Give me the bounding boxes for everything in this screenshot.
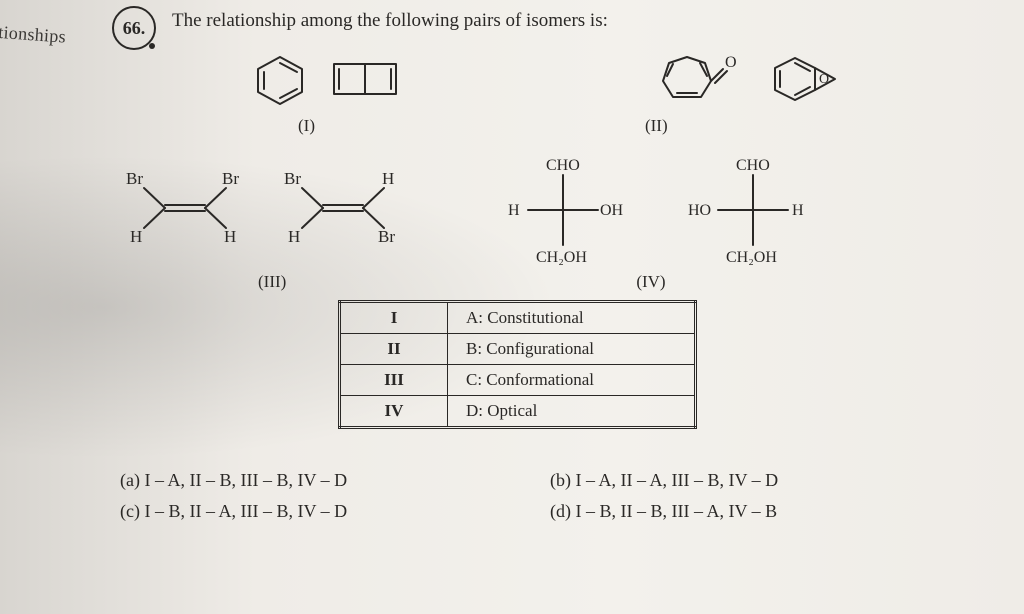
match-key: IV bbox=[340, 396, 448, 428]
trans-dibromoethene-icon: Br H H Br bbox=[278, 150, 408, 260]
atom-label: CH₂OH bbox=[726, 249, 777, 266]
benzene-icon bbox=[250, 52, 310, 107]
question-text: The relationship among the following pai… bbox=[172, 10, 608, 32]
benzene-oxide-icon: O bbox=[761, 52, 856, 107]
atom-label: H bbox=[288, 227, 300, 246]
atom-label: Br bbox=[126, 169, 143, 188]
atom-label: CHO bbox=[736, 157, 770, 174]
pair-4-structures: CHO H OH CH₂OH CHO HO H CH₂OH bbox=[488, 150, 828, 270]
fischer-l-glyceraldehyde-icon: CHO HO H CH₂OH bbox=[678, 150, 828, 270]
structure-row-1: O O bbox=[250, 44, 850, 114]
atom-label: Br bbox=[222, 169, 239, 188]
table-row: III C: Conformational bbox=[340, 365, 696, 396]
match-key: III bbox=[340, 365, 448, 396]
pair-3-structures: Br Br H H Br H H Br bbox=[120, 150, 408, 260]
atom-label: Br bbox=[378, 227, 395, 246]
match-key: I bbox=[340, 302, 448, 334]
atom-label: HO bbox=[688, 202, 711, 219]
tropone-icon: O bbox=[653, 49, 743, 109]
atom-label: Br bbox=[284, 169, 301, 188]
atom-label: CH₂OH bbox=[536, 249, 587, 266]
pair-4-label: (IV) bbox=[636, 272, 665, 292]
pair-2-label: (II) bbox=[645, 116, 668, 136]
atom-label: CHO bbox=[546, 157, 580, 174]
label-row-1: (I) (II) bbox=[298, 116, 858, 136]
label-row-2: (III) (IV) bbox=[258, 272, 878, 292]
pair-3-label: (III) bbox=[258, 272, 286, 292]
match-val: A: Constitutional bbox=[448, 302, 696, 334]
table-row: IV D: Optical bbox=[340, 396, 696, 428]
answer-options: (a) I – A, II – B, III – B, IV – D (b) I… bbox=[120, 470, 940, 522]
match-val: B: Configurational bbox=[448, 334, 696, 365]
atom-label: OH bbox=[600, 202, 624, 219]
cis-dibromoethene-icon: Br Br H H bbox=[120, 150, 250, 260]
atom-label: H bbox=[508, 202, 520, 219]
match-val: C: Conformational bbox=[448, 365, 696, 396]
pair-1-label: (I) bbox=[298, 116, 315, 136]
structure-row-2: Br Br H H Br H H Br CHO H OH CH₂OH bbox=[120, 150, 920, 270]
atom-label: H bbox=[792, 202, 804, 219]
question-number: 66. bbox=[112, 6, 156, 50]
pair-1-structures bbox=[250, 44, 403, 114]
match-table: I A: Constitutional II B: Configurationa… bbox=[338, 300, 697, 429]
atom-label: H bbox=[224, 227, 236, 246]
table-row: II B: Configurational bbox=[340, 334, 696, 365]
dewar-benzene-icon bbox=[328, 54, 403, 104]
match-val: D: Optical bbox=[448, 396, 696, 428]
atom-label: H bbox=[130, 227, 142, 246]
svg-text:O: O bbox=[725, 54, 737, 71]
table-row: I A: Constitutional bbox=[340, 302, 696, 334]
pair-2-structures: O O bbox=[653, 44, 856, 114]
option-d[interactable]: (d) I – B, II – B, III – A, IV – B bbox=[550, 501, 940, 522]
fischer-d-glyceraldehyde-icon: CHO H OH CH₂OH bbox=[488, 150, 638, 270]
option-b[interactable]: (b) I – A, II – A, III – B, IV – D bbox=[550, 470, 940, 491]
option-c[interactable]: (c) I – B, II – A, III – B, IV – D bbox=[120, 501, 510, 522]
margin-cutoff-text: ationships bbox=[0, 21, 67, 47]
svg-text:O: O bbox=[819, 72, 829, 87]
atom-label: H bbox=[382, 169, 394, 188]
match-key: II bbox=[340, 334, 448, 365]
option-a[interactable]: (a) I – A, II – B, III – B, IV – D bbox=[120, 470, 510, 491]
